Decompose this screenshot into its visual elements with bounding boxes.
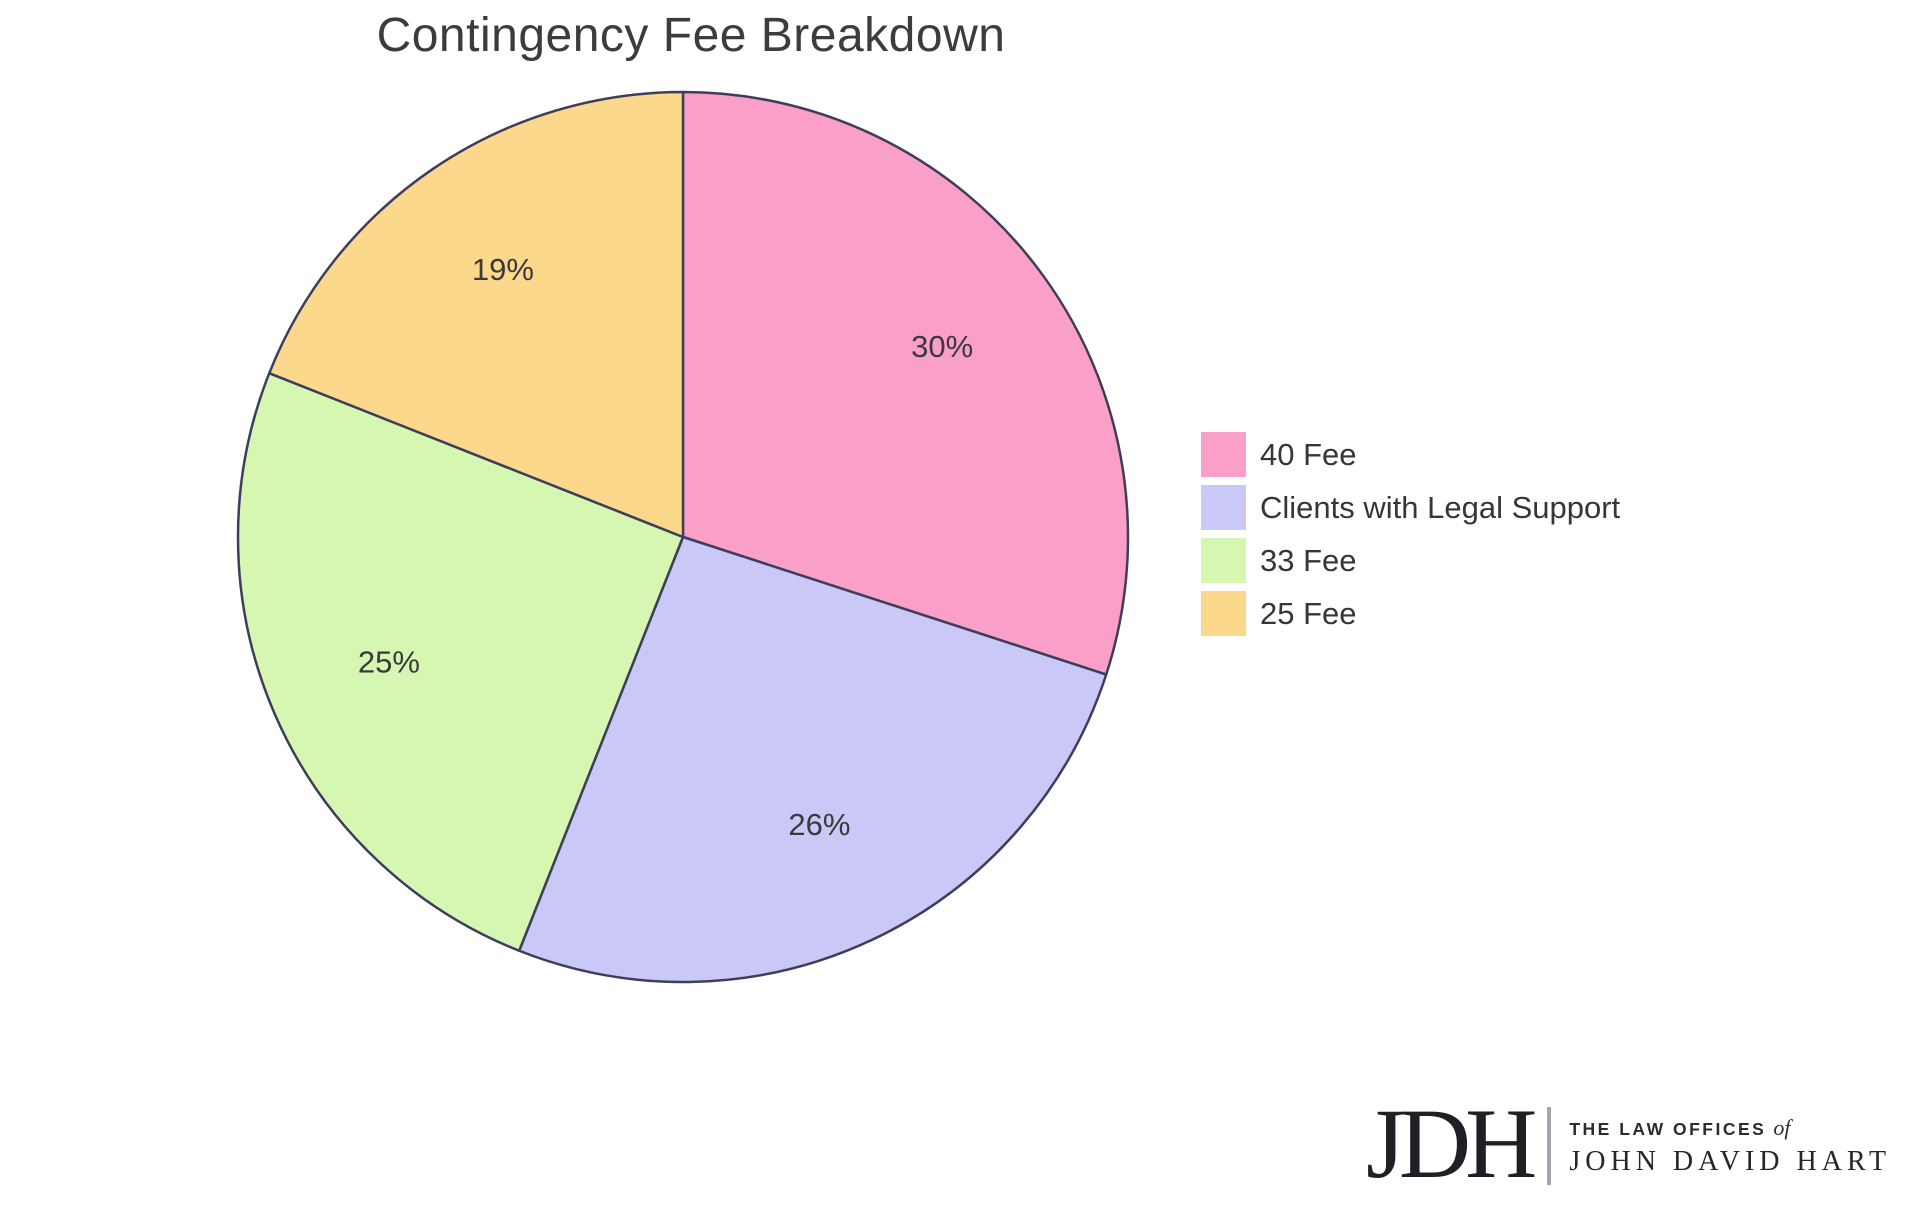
legend-swatch xyxy=(1201,485,1246,530)
legend-swatch xyxy=(1201,591,1246,636)
chart-title: Contingency Fee Breakdown xyxy=(376,9,1006,62)
logo-tagline-prefix: THE LAW OFFICES xyxy=(1569,1118,1767,1139)
legend-swatch xyxy=(1201,432,1246,477)
legend: 40 Fee Clients with Legal Support 33 Fee… xyxy=(1201,432,1620,636)
logo-divider xyxy=(1547,1107,1552,1185)
pie-slice xyxy=(267,90,685,539)
legend-label: 25 Fee xyxy=(1260,595,1357,631)
legend-label: Clients with Legal Support xyxy=(1260,489,1621,525)
legend-label: 40 Fee xyxy=(1260,436,1357,472)
logo-text: THE LAW OFFICES of JOHN DAVID HART xyxy=(1569,1115,1891,1178)
legend-item: Clients with Legal Support xyxy=(1201,485,1620,530)
legend-item: 40 Fee xyxy=(1201,432,1620,477)
pie-slice-percent-label: 26% xyxy=(788,807,850,842)
logo-tagline-of: of xyxy=(1773,1114,1791,1140)
legend-label: 33 Fee xyxy=(1260,542,1357,578)
brand-logo: JDH THE LAW OFFICES of JOHN DAVID HART xyxy=(1366,1088,1891,1199)
legend-swatch xyxy=(1201,538,1246,583)
pie-slice xyxy=(236,371,685,953)
pie-slice-percent-label: 30% xyxy=(911,329,973,364)
logo-tagline: THE LAW OFFICES of xyxy=(1569,1115,1891,1141)
pie-slice xyxy=(681,90,1130,676)
pie-slice-percent-label: 19% xyxy=(472,252,534,287)
pie-slice-percent-label: 25% xyxy=(358,644,420,679)
logo-monogram: JDH xyxy=(1366,1088,1537,1199)
legend-item: 33 Fee xyxy=(1201,538,1620,583)
logo-name: JOHN DAVID HART xyxy=(1569,1145,1892,1177)
pie-slice xyxy=(517,535,1108,984)
legend-item: 25 Fee xyxy=(1201,591,1620,636)
